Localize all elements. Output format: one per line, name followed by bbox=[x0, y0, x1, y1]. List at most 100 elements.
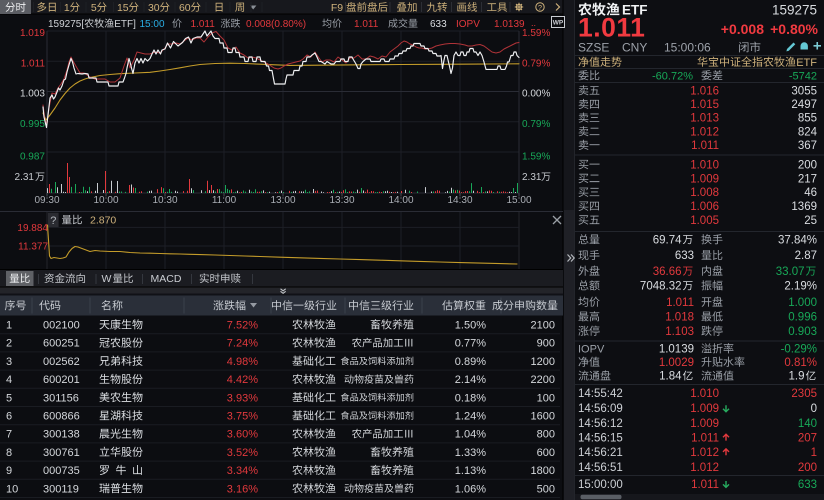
svg-text:2.19%: 2.19% bbox=[784, 281, 817, 293]
svg-text:1.018: 1.018 bbox=[665, 312, 694, 324]
svg-text:2305: 2305 bbox=[791, 388, 817, 400]
svg-text:200: 200 bbox=[798, 462, 817, 474]
svg-text:15:00: 15:00 bbox=[506, 195, 531, 206]
svg-text:1.011: 1.011 bbox=[666, 297, 694, 309]
svg-text:200: 200 bbox=[798, 159, 817, 171]
svg-text:600251: 600251 bbox=[43, 338, 80, 350]
svg-text:?: ? bbox=[50, 215, 56, 227]
svg-text:1.50%: 1.50% bbox=[455, 320, 486, 332]
svg-text:0.79%: 0.79% bbox=[522, 58, 550, 69]
svg-text:CNY: CNY bbox=[622, 40, 647, 54]
svg-text:7.24%: 7.24% bbox=[227, 338, 258, 350]
svg-text:824: 824 bbox=[798, 126, 818, 138]
svg-text:3.93%: 3.93% bbox=[227, 392, 258, 404]
svg-text:ETF]: ETF] bbox=[114, 19, 136, 30]
svg-text:855: 855 bbox=[798, 113, 817, 125]
svg-text:1.59%: 1.59% bbox=[522, 152, 550, 163]
svg-text:46: 46 bbox=[804, 187, 817, 199]
svg-text:4.98%: 4.98% bbox=[227, 356, 258, 368]
svg-text:1: 1 bbox=[811, 447, 817, 459]
svg-text:+0.008: +0.008 bbox=[721, 21, 764, 37]
svg-text:10:30: 10:30 bbox=[152, 195, 177, 206]
svg-text:1.011: 1.011 bbox=[691, 140, 719, 152]
svg-text:1.013: 1.013 bbox=[690, 113, 719, 125]
svg-text:1.84: 1.84 bbox=[659, 371, 682, 383]
svg-text:0.987: 0.987 bbox=[20, 152, 45, 163]
svg-text:4: 4 bbox=[6, 374, 12, 386]
svg-text:ETF: ETF bbox=[622, 2, 648, 17]
svg-text:13:30: 13:30 bbox=[329, 195, 354, 206]
svg-text:140: 140 bbox=[798, 418, 817, 430]
svg-text:+0.80%: +0.80% bbox=[770, 21, 818, 37]
svg-text:0.996: 0.996 bbox=[788, 312, 817, 324]
svg-text:1.000: 1.000 bbox=[788, 297, 817, 309]
svg-text:1.0139: 1.0139 bbox=[494, 19, 525, 30]
svg-text:1.0139: 1.0139 bbox=[659, 344, 694, 356]
svg-text:1.011: 1.011 bbox=[191, 19, 216, 30]
svg-text:1.009: 1.009 bbox=[690, 418, 719, 430]
svg-text:IOPV: IOPV bbox=[578, 344, 605, 356]
svg-text:WP: WP bbox=[553, 20, 564, 27]
svg-text:002562: 002562 bbox=[43, 356, 80, 368]
svg-text:8: 8 bbox=[6, 447, 12, 459]
svg-text:0.18%: 0.18% bbox=[455, 392, 486, 404]
svg-text:633: 633 bbox=[675, 250, 694, 262]
svg-text:1.005: 1.005 bbox=[690, 215, 719, 227]
svg-text:14:00: 14:00 bbox=[388, 195, 413, 206]
svg-text:1.010: 1.010 bbox=[690, 388, 719, 400]
svg-text:5: 5 bbox=[6, 392, 12, 404]
svg-text:1.012: 1.012 bbox=[690, 447, 719, 459]
svg-text:IOPV: IOPV bbox=[456, 19, 480, 30]
svg-text:69.74: 69.74 bbox=[653, 234, 682, 246]
svg-text:F9: F9 bbox=[331, 2, 343, 14]
svg-text:0.903: 0.903 bbox=[788, 326, 817, 338]
svg-text:0.81%: 0.81% bbox=[784, 357, 817, 369]
svg-text:633: 633 bbox=[798, 479, 817, 491]
svg-text:100: 100 bbox=[537, 392, 555, 404]
svg-text:1.008: 1.008 bbox=[690, 187, 719, 199]
svg-text:14:56:21: 14:56:21 bbox=[578, 447, 623, 459]
svg-text:2.31: 2.31 bbox=[522, 172, 542, 183]
svg-text:1.019: 1.019 bbox=[20, 28, 45, 39]
svg-text:300119: 300119 bbox=[43, 483, 79, 495]
svg-text:1.011: 1.011 bbox=[21, 58, 46, 69]
svg-text:10:00: 10:00 bbox=[93, 195, 118, 206]
svg-text:1.010: 1.010 bbox=[690, 159, 719, 171]
svg-text:1.012: 1.012 bbox=[690, 126, 719, 138]
svg-text:1.33%: 1.33% bbox=[455, 447, 486, 459]
svg-text:3.52%: 3.52% bbox=[227, 447, 258, 459]
svg-text:37.84%: 37.84% bbox=[778, 234, 817, 246]
svg-text:3.34%: 3.34% bbox=[227, 465, 258, 477]
svg-text:7.52%: 7.52% bbox=[227, 320, 258, 332]
svg-text:2.870: 2.870 bbox=[90, 215, 116, 227]
svg-text:1.04%: 1.04% bbox=[455, 429, 486, 441]
svg-text:0.79%: 0.79% bbox=[522, 119, 550, 130]
svg-text:500: 500 bbox=[537, 483, 555, 495]
svg-text:3.16%: 3.16% bbox=[227, 483, 258, 495]
svg-text:900: 900 bbox=[537, 338, 555, 350]
svg-text:W: W bbox=[102, 273, 112, 285]
svg-text:1.015: 1.015 bbox=[690, 99, 719, 111]
svg-text:1.24%: 1.24% bbox=[455, 411, 486, 423]
svg-text:15:00:00: 15:00:00 bbox=[578, 479, 623, 491]
svg-text:1.003: 1.003 bbox=[20, 89, 45, 100]
svg-text:3.60%: 3.60% bbox=[227, 429, 258, 441]
svg-text:1: 1 bbox=[64, 2, 70, 14]
svg-text:2.31: 2.31 bbox=[15, 172, 35, 183]
svg-text:1.011: 1.011 bbox=[354, 19, 379, 30]
svg-text:600201: 600201 bbox=[43, 374, 80, 386]
svg-text:207: 207 bbox=[798, 433, 817, 445]
svg-text:1.13%: 1.13% bbox=[455, 465, 486, 477]
svg-text:1.0029: 1.0029 bbox=[659, 357, 694, 369]
svg-text:SZSE: SZSE bbox=[578, 40, 609, 54]
svg-text:367: 367 bbox=[798, 140, 817, 152]
svg-text:1.011: 1.011 bbox=[578, 13, 645, 43]
svg-text:14:56:51: 14:56:51 bbox=[578, 462, 623, 474]
svg-text:1.016: 1.016 bbox=[690, 85, 719, 97]
svg-text:800: 800 bbox=[537, 429, 555, 441]
svg-text:1.012: 1.012 bbox=[690, 462, 719, 474]
svg-text:1369: 1369 bbox=[791, 201, 817, 213]
svg-text:60: 60 bbox=[179, 2, 191, 14]
svg-text:300761: 300761 bbox=[43, 447, 80, 459]
svg-text:1.103: 1.103 bbox=[665, 326, 694, 338]
